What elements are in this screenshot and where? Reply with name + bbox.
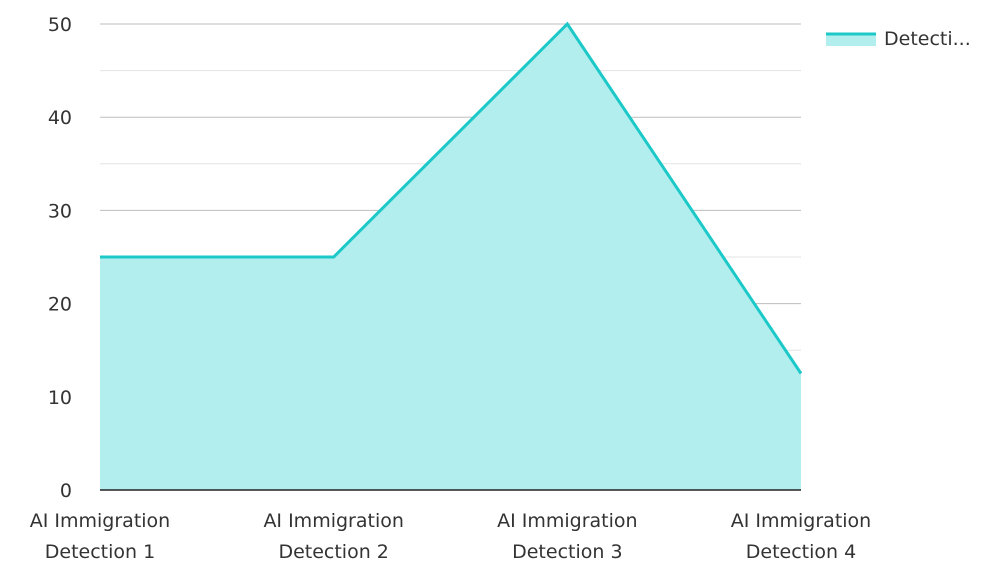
- legend-swatch: [826, 33, 876, 46]
- legend[interactable]: Detecti...: [826, 28, 971, 50]
- x-axis: AI Immigration Detection 1 AI Immigration D…: [30, 489, 871, 562]
- series-line: [100, 21, 803, 375]
- y-tick-label: 10: [48, 387, 72, 409]
- y-tick-label: 0: [60, 480, 72, 502]
- series-area: [99, 21, 803, 490]
- y-tick-label: 30: [48, 200, 72, 222]
- x-tick-label: AI Immigration Detection 4: [731, 510, 871, 562]
- series-area-fill: [100, 24, 801, 490]
- x-tick-label: AI Immigration Detection 1: [30, 510, 170, 562]
- x-tick-label: AI Immigration Detection 2: [263, 510, 403, 562]
- y-tick-label: 40: [48, 107, 72, 129]
- legend-label: Detecti...: [884, 28, 971, 50]
- y-axis: 0 10 20 30 40 50: [48, 14, 72, 502]
- y-tick-label: 20: [48, 294, 72, 316]
- x-tick-label: AI Immigration Detection 3: [497, 510, 637, 562]
- y-tick-label: 50: [48, 14, 72, 36]
